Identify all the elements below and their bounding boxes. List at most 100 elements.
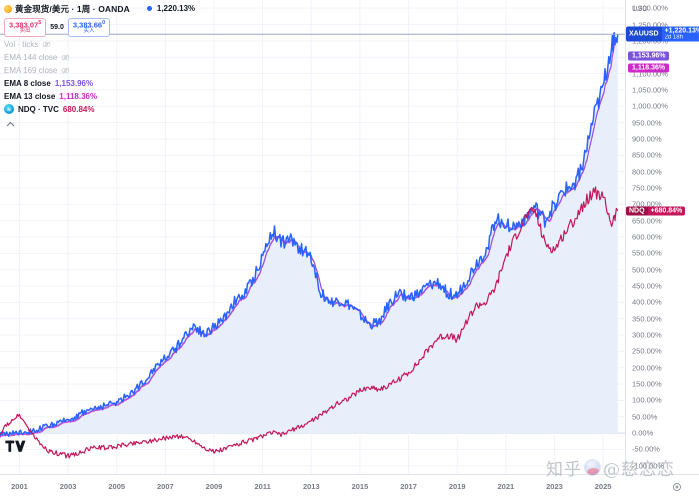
price-axis-tick-label: -100.00% <box>632 461 665 471</box>
price-axis-series-badge[interactable]: NDQ +680.84% <box>626 206 686 216</box>
page-title: 黄金现货/美元 · 1周 · OANDA <box>15 3 130 14</box>
indicator-legend-row[interactable]: EMA 8 close 1,153.96% <box>4 77 195 89</box>
time-axis-tick-label: 2021 <box>497 482 515 491</box>
legend-symbol-row[interactable]: 黄金现货/美元 · 1周 · OANDA 1,220.13% <box>4 2 195 15</box>
watermark-text: 知乎 <box>546 460 582 480</box>
watermark-handle: @慈恋恋 <box>603 460 675 480</box>
price-axis-tick-label: 550.00% <box>632 248 662 258</box>
price-axis-tick-label: 700.00% <box>632 199 662 209</box>
sell-button[interactable]: 3,383.075 卖出 <box>4 18 47 38</box>
price-axis-tick-label: 1,100.00% <box>632 69 668 79</box>
indicator-legend-list: Vol · ticks EMA 144 close EMA 169 close … <box>4 38 195 115</box>
time-axis-tick-label: 2019 <box>448 482 466 491</box>
price-axis-tick-label: 150.00% <box>632 379 662 389</box>
eye-off-icon[interactable] <box>61 53 70 62</box>
time-axis-tick-label: 2011 <box>254 482 271 491</box>
badge-value: +1,220.13% 2d 18h <box>661 26 699 42</box>
indicator-value: 680.84% <box>62 104 95 114</box>
price-axis-tick-label: 1,050.00% <box>632 85 668 95</box>
chevron-up-icon <box>6 121 15 127</box>
buy-price: 3,383.660 <box>72 20 106 30</box>
indicator-legend-row[interactable]: EMA 13 close 1,118.36% <box>4 90 195 102</box>
price-axis-tick-label: 1,300.00% <box>632 3 668 13</box>
indicator-name: EMA 13 close <box>4 91 56 101</box>
badge-symbol: NDQ <box>626 206 648 216</box>
time-axis-tick-label: 2007 <box>157 482 174 491</box>
badge-value: +680.84% <box>647 206 686 216</box>
price-axis-tick-label: 350.00% <box>632 314 662 324</box>
price-axis-tick-label: 100.00% <box>632 395 662 405</box>
legend-collapse-button[interactable] <box>4 118 17 129</box>
price-axis-tick-label: 250.00% <box>632 346 662 356</box>
time-axis-tick-label: 2003 <box>59 482 77 491</box>
indicator-name: EMA 169 close <box>4 65 58 75</box>
avatar <box>584 459 601 476</box>
sell-price: 3,383.075 <box>9 20 42 30</box>
price-axis-tick-label: 800.00% <box>632 167 662 177</box>
indicator-value: 1,153.96% <box>54 78 94 88</box>
legend-comparison-value: 1,220.13% <box>156 4 196 13</box>
price-axis-tick-label: 650.00% <box>632 216 662 226</box>
time-axis[interactable]: 2001 2003 2005 2007 2009 2011 2013 2015 2017 2019… <box>0 474 699 500</box>
price-axis-unit: USD <box>632 4 648 13</box>
series-line-xauusd <box>0 32 619 437</box>
eye-off-icon[interactable] <box>42 40 51 49</box>
spread-value: 59.0 <box>50 24 64 32</box>
price-axis-tick-label: 400.00% <box>632 297 662 307</box>
chart-plot-area[interactable] <box>0 0 625 474</box>
tradingview-logo[interactable] <box>5 440 27 458</box>
gold-coin-icon <box>4 4 12 13</box>
chart-legend: 黄金现货/美元 · 1周 · OANDA 1,220.13% 3,383.075… <box>4 2 195 129</box>
nasdaq-symbol-icon: N <box>4 104 14 115</box>
eye-off-icon[interactable] <box>61 66 70 75</box>
price-axis-tick-label: 850.00% <box>632 150 662 160</box>
comparison-series-dot-icon <box>146 6 152 11</box>
price-axis-tick-label: 500.00% <box>632 265 662 275</box>
indicator-name: NDQ · TVC <box>18 104 59 114</box>
price-axis-tick-label: 750.00% <box>632 183 662 193</box>
indicator-legend-row[interactable]: EMA 144 close <box>4 51 195 63</box>
time-axis-tick-label: 2001 <box>11 482 28 491</box>
legend-comparison-group: 1,220.13% <box>146 4 196 13</box>
price-axis-tick-label: 50.00% <box>632 412 658 422</box>
price-axis-series-badge[interactable]: XAUUSD +1,220.13% 2d 18h <box>626 26 699 42</box>
indicator-name: Vol · ticks <box>4 39 39 49</box>
price-axis-indicator-badge: 1,153.96% <box>628 51 670 61</box>
price-axis-tick-label: -50.00% <box>632 444 660 454</box>
price-axis-tick-label: 1,250.00% <box>632 20 668 30</box>
indicator-legend-row[interactable]: N NDQ · TVC 680.84% <box>4 103 195 115</box>
time-axis-tick-label: 2023 <box>546 482 563 491</box>
time-axis-tick-label: 2005 <box>108 482 126 491</box>
indicator-legend-row[interactable]: EMA 169 close <box>4 64 195 76</box>
time-axis-tick-label: 2009 <box>205 482 223 491</box>
time-axis-tick-label: 2015 <box>351 482 369 491</box>
badge-countdown: 2d 18h <box>664 34 683 41</box>
series-area-xauusd <box>0 32 618 437</box>
price-axis-tick-label: 600.00% <box>632 232 662 242</box>
indicator-name: EMA 144 close <box>4 52 58 62</box>
price-axis-tick-label: 450.00% <box>632 281 662 291</box>
time-axis-tick-label: 2017 <box>400 482 417 491</box>
buy-button[interactable]: 3,383.660 买入 <box>67 18 111 38</box>
sell-label: 卖出 <box>19 28 31 35</box>
price-axis-tick-label: 0.00% <box>632 428 654 438</box>
time-axis-tick-label: 2013 <box>302 482 320 491</box>
price-axis-tick-label: 200.00% <box>632 363 662 373</box>
quote-row: 3,383.075 卖出 59.0 3,383.660 买入 <box>4 18 195 38</box>
badge-symbol: XAUUSD <box>626 26 662 42</box>
series-line-ndq <box>0 186 619 459</box>
price-axis-tick-label: 1,000.00% <box>632 101 668 111</box>
price-axis-tick-label: 900.00% <box>632 134 662 144</box>
price-axis[interactable]: USD 1,300.00%1,250.00%1,200.00%1,150.00%… <box>625 0 699 495</box>
indicator-name: EMA 8 close <box>4 78 51 88</box>
price-axis-tick-label: 300.00% <box>632 330 662 340</box>
indicator-value: 1,118.36% <box>59 91 98 101</box>
chart-canvas <box>0 0 625 474</box>
zhihu-watermark: 知乎 @慈恋恋 <box>546 455 675 480</box>
price-axis-tick-label: 950.00% <box>632 118 662 128</box>
buy-label: 买入 <box>83 28 95 35</box>
indicator-legend-row[interactable]: Vol · ticks <box>4 38 195 50</box>
clock-settings-icon[interactable] <box>672 482 682 494</box>
price-axis-indicator-badge: 1,118.36% <box>628 63 670 73</box>
